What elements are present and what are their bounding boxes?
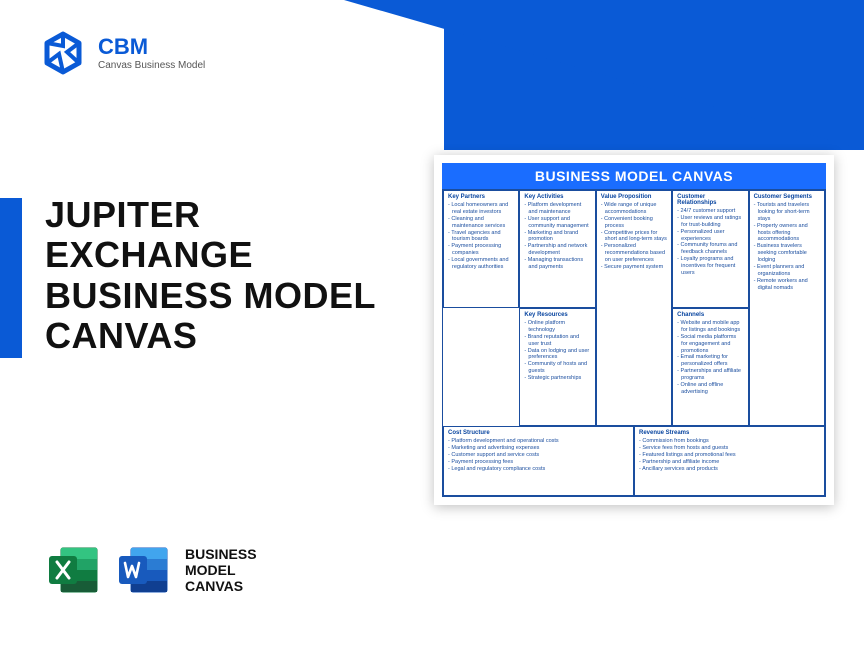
list-item: Tourists and travelers looking for short… xyxy=(754,202,820,291)
cell-title: Cost Structure xyxy=(448,430,629,436)
brand-text: CBM Canvas Business Model xyxy=(98,36,205,71)
list-item: Brand reputation and user trust xyxy=(524,334,590,348)
list-item: Legal and regulatory compliance costs xyxy=(448,466,629,473)
list-item: Wide range of unique accommodationsConve… xyxy=(601,202,667,271)
list-item: Property owners and hosts offering accom… xyxy=(754,223,820,244)
list-item: Website and mobile app for listings and … xyxy=(677,320,743,334)
list-item: Online platform technology xyxy=(524,320,590,334)
excel-icon xyxy=(45,542,101,598)
list-item: 24/7 customer supportUser reviews and ra… xyxy=(677,208,743,277)
list-item: Community forums and feedback channels xyxy=(677,242,743,256)
list-item: Business travelers seeking comfortable l… xyxy=(754,243,820,264)
header-blue-triangle xyxy=(344,0,864,150)
cell-revenue-streams: Revenue Streams Commission from bookings… xyxy=(634,426,825,496)
cell-key-resources: Key Resources Online platform technology… xyxy=(519,308,595,426)
cell-key-activities: Key Activities Platform development and … xyxy=(519,190,595,308)
brand-name: CBM xyxy=(98,36,205,58)
list-item: Partnerships and affiliate programs xyxy=(677,368,743,382)
footer-line-2: MODEL xyxy=(185,562,257,578)
cell-title: Key Partners xyxy=(448,194,514,200)
list-item: Payment processing companies xyxy=(448,243,514,257)
cell-title: Revenue Streams xyxy=(639,430,820,436)
list-item: Platform development and operational cos… xyxy=(448,438,629,472)
list-item: Platform development and maintenanceUser… xyxy=(524,202,590,271)
list-item: Payment processing fees xyxy=(448,459,629,466)
list-item: Online platform technologyBrand reputati… xyxy=(524,320,590,382)
title-line-1: JUPITER xyxy=(45,195,376,235)
list-item: Cleaning and maintenance services xyxy=(448,216,514,230)
list-item: Loyalty programs and incentives for freq… xyxy=(677,256,743,277)
word-icon xyxy=(115,542,171,598)
list-item: Community of hosts and guests xyxy=(524,361,590,375)
list-item: Partnership and affiliate income xyxy=(639,459,820,466)
list-item: Commission from bookings xyxy=(639,438,820,445)
list-item: Event planners and organizations xyxy=(754,264,820,278)
list-item: Travel agencies and tourism boards xyxy=(448,230,514,244)
list-item: Online and offline advertising xyxy=(677,382,743,396)
list-item: User reviews and ratings for trust-build… xyxy=(677,215,743,229)
list-item: Managing transactions and payments xyxy=(524,257,590,271)
list-item: Personalized user experiences xyxy=(677,229,743,243)
brand-logo-area: CBM Canvas Business Model xyxy=(40,30,205,76)
list-item: Competitive prices for short and long-te… xyxy=(601,230,667,244)
cell-title: Channels xyxy=(677,312,743,318)
list-item: Customer support and service costs xyxy=(448,452,629,459)
cell-cost-structure: Cost Structure Platform development and … xyxy=(443,426,634,496)
list-item: Ancillary services and products xyxy=(639,466,820,473)
list-item: Email marketing for personalized offers xyxy=(677,354,743,368)
list-item: Featured listings and promotional fees xyxy=(639,452,820,459)
title-line-4: CANVAS xyxy=(45,316,376,356)
list-item: Strategic partnerships xyxy=(524,375,590,382)
title-line-3: BUSINESS MODEL xyxy=(45,276,376,316)
footer-line-3: CANVAS xyxy=(185,578,257,594)
canvas-preview-card: BUSINESS MODEL CANVAS Key Partners Local… xyxy=(434,155,834,505)
list-item: Marketing and advertising expenses xyxy=(448,445,629,452)
cell-title: Customer Segments xyxy=(754,194,820,200)
list-item: Commission from bookingsService fees fro… xyxy=(639,438,820,472)
brand-tagline: Canvas Business Model xyxy=(98,60,205,71)
list-item: Tourists and travelers looking for short… xyxy=(754,202,820,223)
list-item: Service fees from hosts and guests xyxy=(639,445,820,452)
list-item: Data on lodging and user preferences xyxy=(524,348,590,362)
cell-title: Key Resources xyxy=(524,312,590,318)
footer-line-1: BUSINESS xyxy=(185,546,257,562)
list-item: Partnership and network development xyxy=(524,243,590,257)
list-item: Remote workers and digital nomads xyxy=(754,278,820,292)
list-item: Convenient booking process xyxy=(601,216,667,230)
list-item: Platform development and maintenance xyxy=(524,202,590,216)
cell-title: Value Proposition xyxy=(601,194,667,200)
list-item: User support and community management xyxy=(524,216,590,230)
list-item: Social media platforms for engagement an… xyxy=(677,334,743,355)
list-item: Marketing and brand promotion xyxy=(524,230,590,244)
cell-title: Key Activities xyxy=(524,194,590,200)
list-item: Personalized recommendations based on us… xyxy=(601,243,667,264)
canvas-header: BUSINESS MODEL CANVAS xyxy=(442,163,826,189)
cell-channels: Channels Website and mobile app for list… xyxy=(672,308,748,426)
list-item: Local governments and regulatory authori… xyxy=(448,257,514,271)
cell-title: Customer Relationships xyxy=(677,194,743,206)
list-item: 24/7 customer support xyxy=(677,208,743,215)
list-item: Wide range of unique accommodations xyxy=(601,202,667,216)
title-line-2: EXCHANGE xyxy=(45,235,376,275)
list-item: Secure payment system xyxy=(601,264,667,271)
list-item: Local homeowners and real estate investo… xyxy=(448,202,514,271)
side-accent-bar xyxy=(0,198,22,358)
canvas-grid: Key Partners Local homeowners and real e… xyxy=(442,189,826,497)
footer-area: BUSINESS MODEL CANVAS xyxy=(45,542,257,598)
brand-icon xyxy=(40,30,86,76)
cell-customer-relationships: Customer Relationships 24/7 customer sup… xyxy=(672,190,748,308)
list-item: Platform development and operational cos… xyxy=(448,438,629,445)
cell-key-partners: Key Partners Local homeowners and real e… xyxy=(443,190,519,308)
list-item: Local homeowners and real estate investo… xyxy=(448,202,514,216)
list-item: Website and mobile app for listings and … xyxy=(677,320,743,396)
footer-label: BUSINESS MODEL CANVAS xyxy=(185,546,257,594)
page-title: JUPITER EXCHANGE BUSINESS MODEL CANVAS xyxy=(45,195,376,356)
